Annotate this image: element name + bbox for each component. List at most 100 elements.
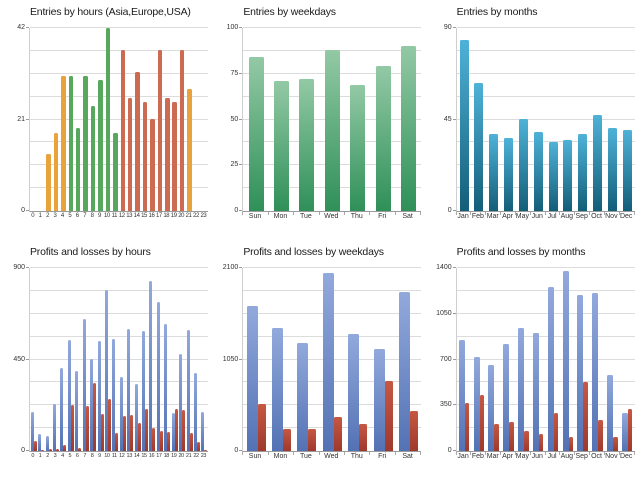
- gridline: [30, 267, 208, 268]
- gridline: [30, 289, 208, 291]
- bar-profits-Apr: [503, 344, 510, 451]
- bar-May: [518, 119, 528, 211]
- category-slot: [201, 28, 208, 211]
- bar-6: [75, 128, 81, 211]
- y-axis-tick: [26, 27, 29, 28]
- bar-profits-Sun: [246, 306, 258, 451]
- category-slot: [37, 268, 45, 451]
- bar-7: [83, 76, 88, 211]
- x-axis-label: Nov: [605, 213, 618, 220]
- x-axis-label: 14: [133, 453, 140, 459]
- bar-Oct: [593, 115, 603, 211]
- category-slot: [52, 28, 59, 211]
- bar-profits-Tue: [297, 343, 309, 451]
- x-axis: Jan Feb Mar Apr May Jun Jul Aug Sep Oct Nov Dec: [456, 213, 634, 225]
- x-axis-label: 8: [90, 453, 94, 459]
- bar-losses-Apr: [509, 422, 514, 451]
- bar-profits-May: [518, 328, 525, 451]
- bar-losses-Fri: [384, 381, 393, 451]
- bar-profits-16: [149, 281, 153, 451]
- x-axis-label: 13: [126, 453, 133, 459]
- bar-profits-6: [75, 371, 79, 451]
- x-axis-tick: [529, 212, 531, 215]
- y-axis-label: 1400: [436, 264, 452, 271]
- x-axis-label: Sep: [575, 213, 588, 220]
- x-axis-label: Jun: [531, 453, 543, 460]
- x-axis-label: 3: [53, 213, 57, 219]
- x-axis-label: 10: [104, 453, 110, 459]
- category-slot: [171, 268, 178, 451]
- x-axis-label: 7: [83, 453, 86, 459]
- x-axis-label: Jan: [457, 453, 469, 460]
- x-axis-label: Sat: [402, 453, 413, 460]
- x-axis-label: 5: [68, 453, 72, 459]
- x-axis-label: Oct: [591, 213, 602, 220]
- bar-14: [135, 72, 140, 211]
- y-axis-tick: [239, 72, 243, 74]
- x-axis-tick: [369, 212, 371, 215]
- gridline: [456, 141, 635, 143]
- category-slot: [171, 28, 178, 211]
- bar-Apr: [504, 138, 514, 211]
- x-axis-tick: [485, 212, 487, 215]
- x-axis-tick: [455, 452, 457, 455]
- y-axis-label: 450: [13, 355, 25, 363]
- x-axis-tick: [529, 452, 531, 455]
- x-axis-label: Mar: [486, 453, 499, 460]
- bar-Aug: [563, 140, 573, 211]
- gridline: [30, 381, 208, 383]
- gridline: [30, 335, 208, 337]
- x-axis-label: 5: [68, 213, 72, 219]
- category-slot: [590, 268, 605, 451]
- x-axis-tick: [589, 452, 591, 455]
- x-axis-label: Mon: [273, 453, 288, 460]
- gridline: [456, 118, 635, 120]
- category-slot: [345, 28, 370, 211]
- x-axis-label: 7: [83, 213, 87, 219]
- category-slot: [60, 268, 67, 451]
- category-slot: [82, 268, 89, 451]
- x-axis-label: Sep: [575, 453, 588, 460]
- category-slot: [546, 28, 561, 211]
- bar-profits-Mar: [488, 365, 495, 451]
- plot-area: [29, 27, 208, 212]
- bar-losses-9: [100, 414, 104, 451]
- gridline: [30, 427, 208, 429]
- x-axis-tick: [420, 212, 422, 215]
- bar-15: [142, 102, 148, 211]
- x-axis-label: 23: [200, 453, 207, 459]
- y-axis-tick: [452, 267, 456, 268]
- x-axis-tick: [318, 212, 320, 215]
- bar-Jun: [533, 132, 543, 211]
- gridline: [456, 95, 635, 97]
- bar-profits-Jul: [547, 287, 554, 451]
- y-axis-label: 0: [234, 447, 239, 454]
- bar-13: [127, 98, 133, 211]
- bar-losses-Aug: [568, 437, 574, 451]
- x-axis-tick: [267, 212, 269, 215]
- y-axis: 0 1050 2100: [213, 264, 243, 454]
- bar-8: [90, 106, 96, 211]
- y-axis-tick: [239, 267, 243, 268]
- bar-profits-10: [104, 290, 108, 451]
- y-axis-label: 90: [443, 24, 452, 31]
- x-axis-ticks: [455, 452, 635, 456]
- x-axis-label: Jun: [531, 213, 543, 220]
- category-slot: [178, 268, 186, 451]
- bar-10: [105, 28, 111, 211]
- bar-profits-0: [30, 412, 34, 451]
- category-slot: [45, 268, 52, 451]
- bar-losses-Oct: [598, 420, 603, 451]
- gridline: [30, 49, 208, 51]
- x-axis-label: Tue: [299, 213, 312, 220]
- bar-profits-22: [193, 373, 197, 451]
- chart-title: Entries by weekdays: [243, 6, 336, 18]
- bar-profits-Thu: [348, 334, 360, 451]
- bar-12: [120, 50, 126, 211]
- bar-Fri: [375, 66, 391, 211]
- y-axis-tick: [239, 118, 243, 120]
- y-axis-label: 0: [234, 207, 239, 214]
- category-slot: [457, 268, 472, 451]
- x-axis-label: 21: [185, 453, 192, 459]
- chart-profits-losses-by-hours: Profits and losses by hours 0 450 900 0 1 2 3 4…: [0, 240, 213, 480]
